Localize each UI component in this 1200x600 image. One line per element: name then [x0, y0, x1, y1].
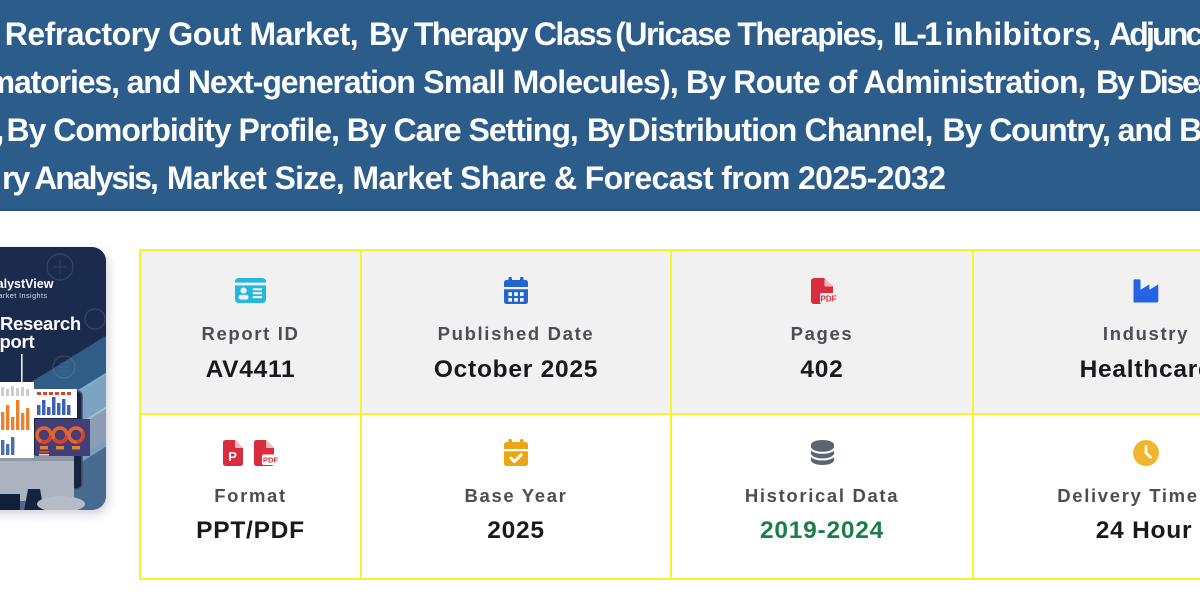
svg-text:PDF: PDF — [262, 456, 278, 465]
svg-text:PDF: PDF — [820, 295, 836, 304]
svg-text:Market Insights: Market Insights — [0, 291, 47, 300]
svg-text:Report: Report — [0, 331, 34, 352]
svg-text:Research: Research — [0, 313, 81, 334]
svg-text:AnalystView: AnalystView — [0, 277, 54, 291]
svg-text:P: P — [228, 449, 237, 464]
